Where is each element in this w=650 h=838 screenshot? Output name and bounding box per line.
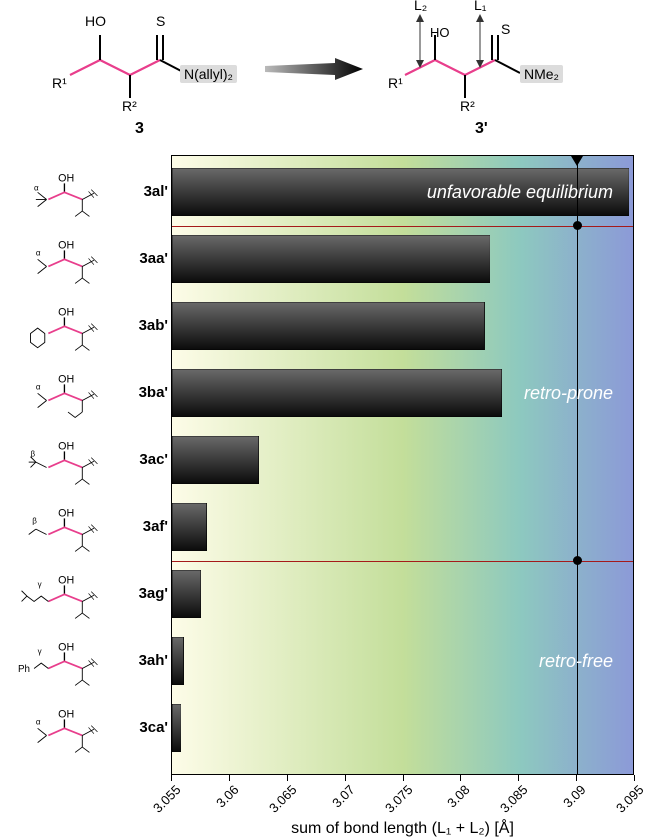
region-label: retro-prone (524, 383, 613, 404)
vertical-ref-line (577, 156, 578, 774)
svg-text:α: α (36, 249, 41, 258)
r2-label: R² (122, 98, 137, 114)
row-label-3ac': 3ac' (123, 451, 168, 468)
row-label-3ah': 3ah' (123, 652, 168, 669)
row-label-3ag': 3ag' (123, 585, 168, 602)
bar-3ca' (172, 704, 181, 752)
bar-3ab' (172, 302, 485, 350)
bar-3af' (172, 503, 207, 551)
row-structure-3af': OH β (18, 498, 123, 560)
row-label-3af': 3af' (123, 518, 168, 535)
svg-text:α: α (36, 383, 41, 392)
svg-text:OH: OH (58, 575, 74, 587)
r1-label: R¹ (52, 75, 67, 91)
compound-3p-label: 3' (475, 120, 488, 138)
row-label-3al': 3al' (123, 183, 168, 200)
row-label-3ca': 3ca' (123, 719, 168, 736)
x-tick-mark (576, 775, 577, 781)
l1-label: L₁ (474, 0, 487, 13)
reaction-arrow (265, 55, 365, 85)
svg-text:α: α (36, 718, 41, 727)
row-structure-3ca': OH α (18, 699, 123, 761)
r1-label-2: R¹ (388, 75, 403, 91)
x-tick-mark (229, 775, 230, 781)
plot-area: unfavorable equilibrium retro-prone retro-… (171, 155, 634, 775)
threshold-line-lower (172, 561, 633, 562)
threshold-line-upper (172, 226, 633, 227)
bar-3ac' (172, 436, 259, 484)
bond-length-chart: unfavorable equilibrium retro-prone retro-… (13, 150, 638, 790)
svg-text:α: α (34, 184, 39, 193)
svg-text:γ: γ (38, 647, 42, 656)
x-tick-mark (460, 775, 461, 781)
row-structure-3ac': OH β (18, 431, 123, 493)
row-label-3ba': 3ba' (123, 384, 168, 401)
x-tick-mark (171, 775, 172, 781)
n-allyl-label: N(allyl)₂ (180, 65, 237, 83)
svg-text:γ: γ (38, 580, 42, 589)
reaction-scheme: HO S R¹ R² N(allyl)₂ 3 (40, 10, 610, 140)
row-structure-3ab': OH (18, 297, 123, 359)
row-structure-3al': OH α (18, 163, 123, 225)
l2-label: L₂ (414, 0, 427, 13)
threshold-marker-upper (573, 221, 582, 230)
vertical-ref-marker (571, 156, 583, 166)
x-tick-mark (287, 775, 288, 781)
svg-text:OH: OH (58, 441, 74, 453)
row-label-3aa': 3aa' (123, 250, 168, 267)
row-structure-3aa': OH α (18, 230, 123, 292)
x-tick-mark (345, 775, 346, 781)
svg-text:OH: OH (58, 240, 74, 252)
svg-text:OH: OH (58, 374, 74, 386)
x-axis-label: sum of bond length (L₁ + L₂) [Å] (171, 820, 634, 838)
compound-3-label: 3 (135, 120, 144, 138)
svg-text:OH: OH (58, 307, 74, 319)
row-structure-3ba': OH α (18, 364, 123, 426)
s-label: S (156, 13, 165, 29)
svg-text:Ph: Ph (18, 664, 30, 675)
row-structure-3ah': OH γ Ph (18, 632, 123, 694)
r2-label-2: R² (460, 98, 475, 114)
x-tick-mark (403, 775, 404, 781)
region-label: unfavorable equilibrium (427, 182, 613, 203)
x-tick-mark (634, 775, 635, 781)
bar-3ag' (172, 570, 201, 618)
svg-text:OH: OH (58, 173, 74, 185)
x-tick-mark (518, 775, 519, 781)
region-label: retro-free (539, 651, 613, 672)
row-label-3ab': 3ab' (123, 317, 168, 334)
bar-3ba' (172, 369, 502, 417)
ho-label: HO (85, 13, 106, 29)
threshold-marker-lower (573, 556, 582, 565)
bar-3aa' (172, 235, 490, 283)
bar-3ah' (172, 637, 184, 685)
ho-label-2: HO (430, 25, 450, 40)
nme2-label: NMe₂ (520, 65, 563, 83)
s-label-2: S (501, 21, 510, 37)
svg-text:β: β (32, 517, 37, 526)
svg-text:OH: OH (58, 642, 74, 654)
svg-text:OH: OH (58, 508, 74, 520)
row-structure-3ag': OH γ (18, 565, 123, 627)
svg-text:OH: OH (58, 709, 74, 721)
